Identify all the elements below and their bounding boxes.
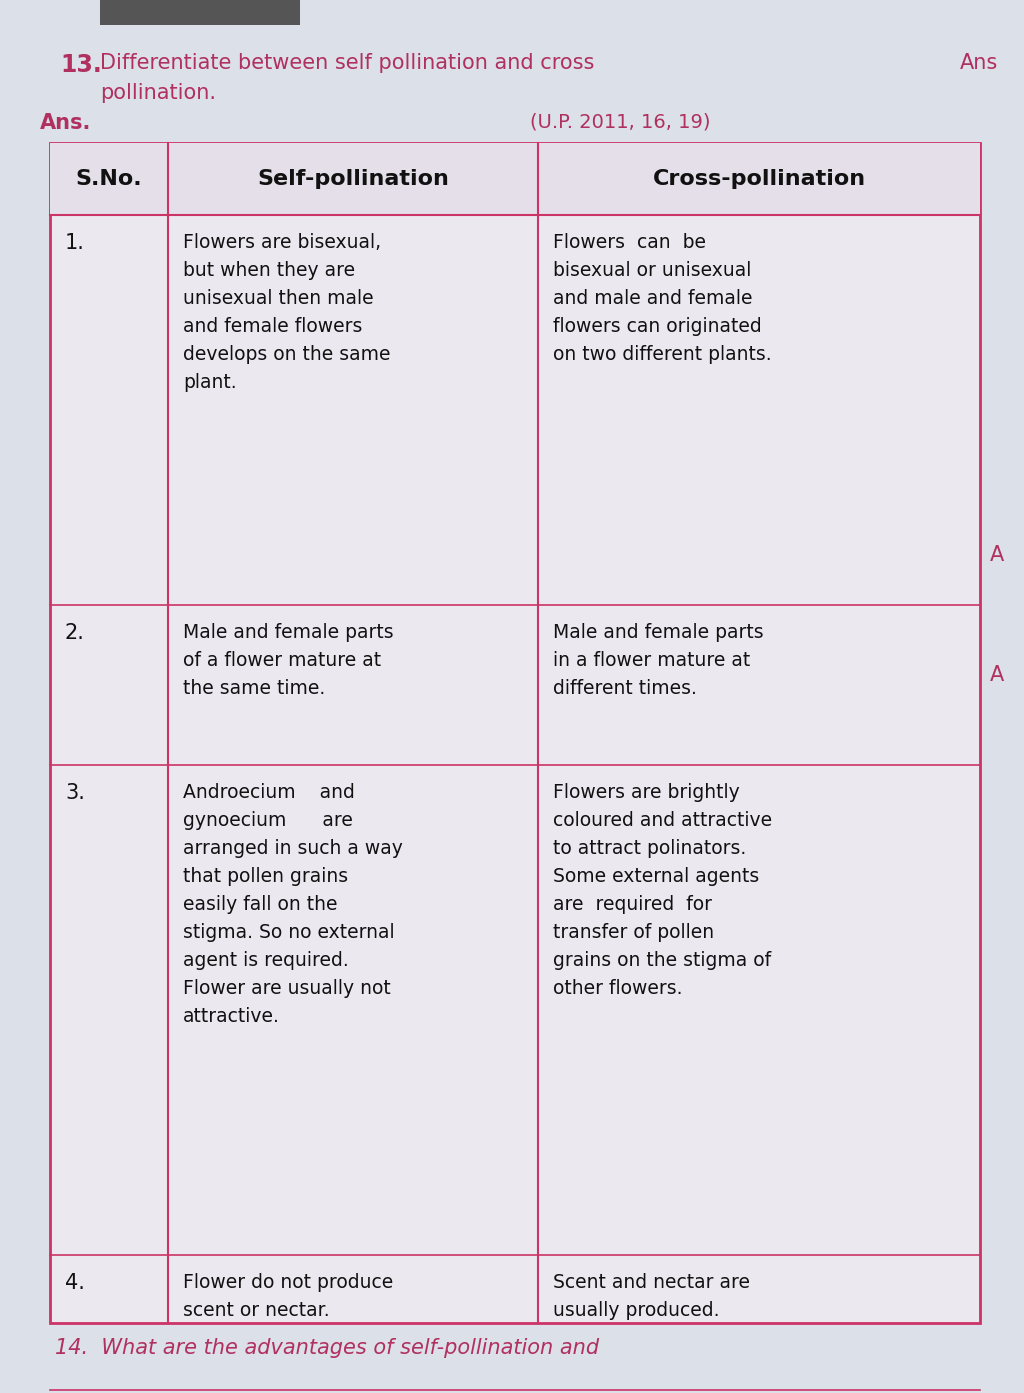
Text: 14.  What are the advantages of self-pollination and: 14. What are the advantages of self-poll…	[55, 1339, 599, 1358]
Text: 1.: 1.	[65, 233, 85, 254]
Text: A: A	[990, 664, 1005, 685]
Text: Self-pollination: Self-pollination	[257, 169, 449, 189]
Text: Flowers are brightly
coloured and attractive
to attract polinators.
Some externa: Flowers are brightly coloured and attrac…	[553, 783, 772, 997]
Text: Scent and nectar are
usually produced.: Scent and nectar are usually produced.	[553, 1273, 750, 1321]
Text: Differentiate between self pollination and cross: Differentiate between self pollination a…	[100, 53, 594, 72]
Text: 13.: 13.	[60, 53, 101, 77]
Text: Cross-pollination: Cross-pollination	[652, 169, 865, 189]
Text: (U.P. 2011, 16, 19): (U.P. 2011, 16, 19)	[530, 113, 711, 132]
Bar	[100, 0, 300, 25]
Text: Flowers are bisexual,
but when they are
unisexual then male
and female flowers
d: Flowers are bisexual, but when they are …	[183, 233, 390, 391]
Text: 2.: 2.	[65, 623, 85, 644]
Bar	[50, 143, 980, 215]
Text: A: A	[990, 545, 1005, 566]
Text: Flowers  can  be
bisexual or unisexual
and male and female
flowers can originate: Flowers can be bisexual or unisexual and…	[553, 233, 772, 364]
Text: Ans.: Ans.	[40, 113, 91, 132]
Text: 3.: 3.	[65, 783, 85, 802]
Text: pollination.: pollination.	[100, 84, 216, 103]
Text: 4.: 4.	[65, 1273, 85, 1293]
Text: Male and female parts
of a flower mature at
the same time.: Male and female parts of a flower mature…	[183, 623, 393, 698]
Text: Flower do not produce
scent or nectar.: Flower do not produce scent or nectar.	[183, 1273, 393, 1321]
Text: Androecium    and
gynoecium      are
arranged in such a way
that pollen grains
e: Androecium and gynoecium are arranged in…	[183, 783, 402, 1027]
Text: Male and female parts
in a flower mature at
different times.: Male and female parts in a flower mature…	[553, 623, 764, 698]
Text: Ans: Ans	[961, 53, 998, 72]
Text: S.No.: S.No.	[76, 169, 142, 189]
Bar	[50, 143, 980, 1323]
